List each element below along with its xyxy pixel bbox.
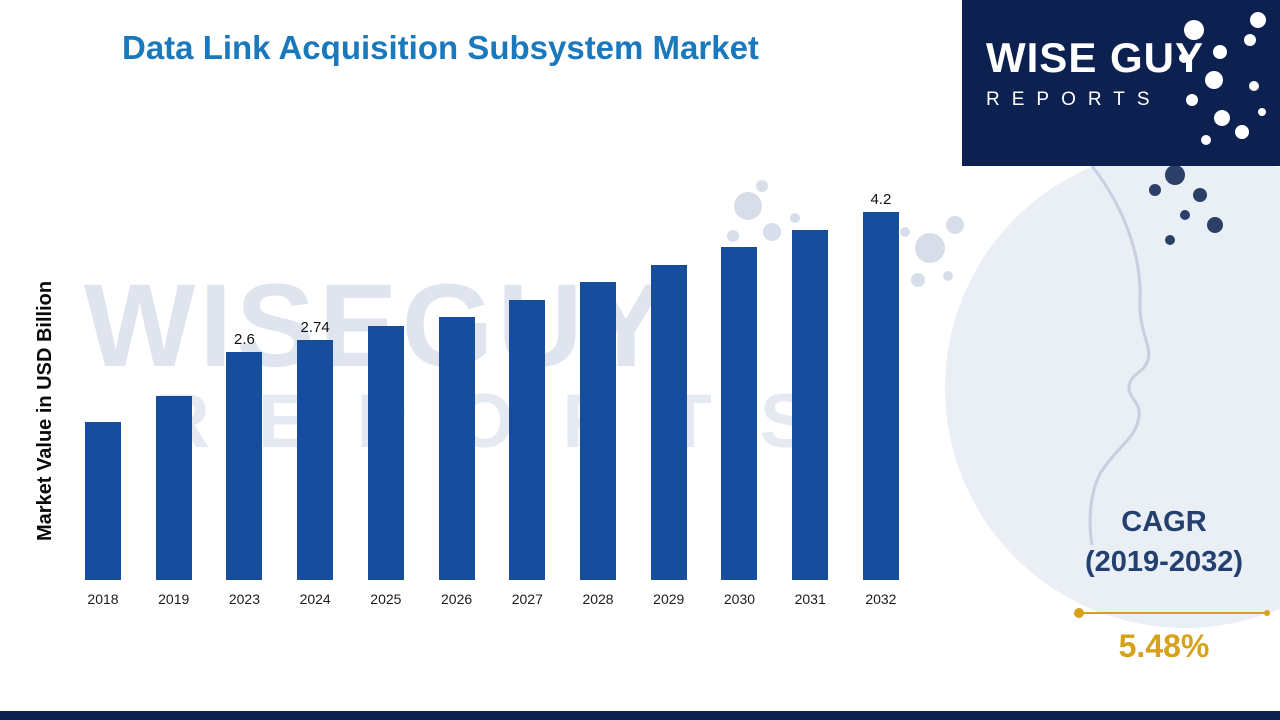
brand-face-dots-icon [1179,12,1266,145]
x-tick-label: 2019 [158,591,190,607]
bar-group [634,265,704,580]
bar [226,352,263,580]
bar-group [139,396,209,580]
bar-chart: 2.6 2.74 4.2 [68,191,916,580]
x-tick-label: 2026 [441,591,473,607]
bar [792,230,829,580]
x-tick-label: 2029 [653,591,685,607]
bar [85,422,121,580]
x-tick-label: 2018 [87,591,119,607]
bar-group [422,317,492,580]
bar [367,326,404,580]
brand-name: WISE GUY [986,34,1205,81]
bar-group [704,247,774,580]
watermark-reports: REPORTS [155,379,859,464]
x-tick-label: 2027 [511,591,543,607]
cagr-value: 5.48% [1118,628,1210,664]
cagr-block: CAGR (2019-2032) [1048,506,1280,579]
x-tick-label: 2024 [299,591,331,607]
bar-group [492,300,562,580]
cagr-range: (2019-2032) [1085,546,1243,578]
divider-right-dot [1264,610,1270,616]
x-tick-label: 2031 [794,591,826,607]
bar-group: 2.74 [280,319,350,580]
x-tick-label: 2030 [723,591,756,607]
bar [438,317,475,580]
brand-panel: WISE GUY REPORTS [962,0,1280,166]
bottom-accent-bar [0,711,1280,720]
x-tick-label: 2023 [228,591,261,607]
page-title: Data Link Acquisition Subsystem Market [122,29,759,66]
divider-left-dot [1074,608,1084,618]
y-axis-label: Market Value in USD Billion [34,280,56,541]
bar [297,340,334,580]
bar [580,282,617,580]
x-tick-label: 2025 [370,591,402,607]
bar [862,212,899,580]
brand-logo: WISE GUY REPORTS [986,34,1204,111]
bar-group [351,326,421,580]
bar-value-label: 4.2 [870,191,892,208]
bar-group: 2.6 [209,331,279,580]
brand-subtitle: REPORTS [986,89,1162,110]
bar-group [775,230,845,580]
bar [721,247,758,580]
bar [155,396,192,580]
bar-value-label: 2.6 [234,331,255,348]
divider-rule [1080,612,1266,614]
cagr-label: CAGR [1121,506,1207,538]
bar-group [563,282,633,580]
x-tick-label: 2028 [582,591,614,607]
bar [650,265,687,580]
x-axis-tick-labels: 2018 2019 2023 2024 2025 2026 2027 2028 2029 2030… [68,591,916,607]
cagr-divider-line [1074,608,1270,618]
bar-group [68,422,138,580]
bar-group: 4.2 [846,191,916,580]
bar [509,300,546,580]
x-tick-label: 2032 [865,591,897,607]
bar-value-label: 2.74 [300,319,330,336]
